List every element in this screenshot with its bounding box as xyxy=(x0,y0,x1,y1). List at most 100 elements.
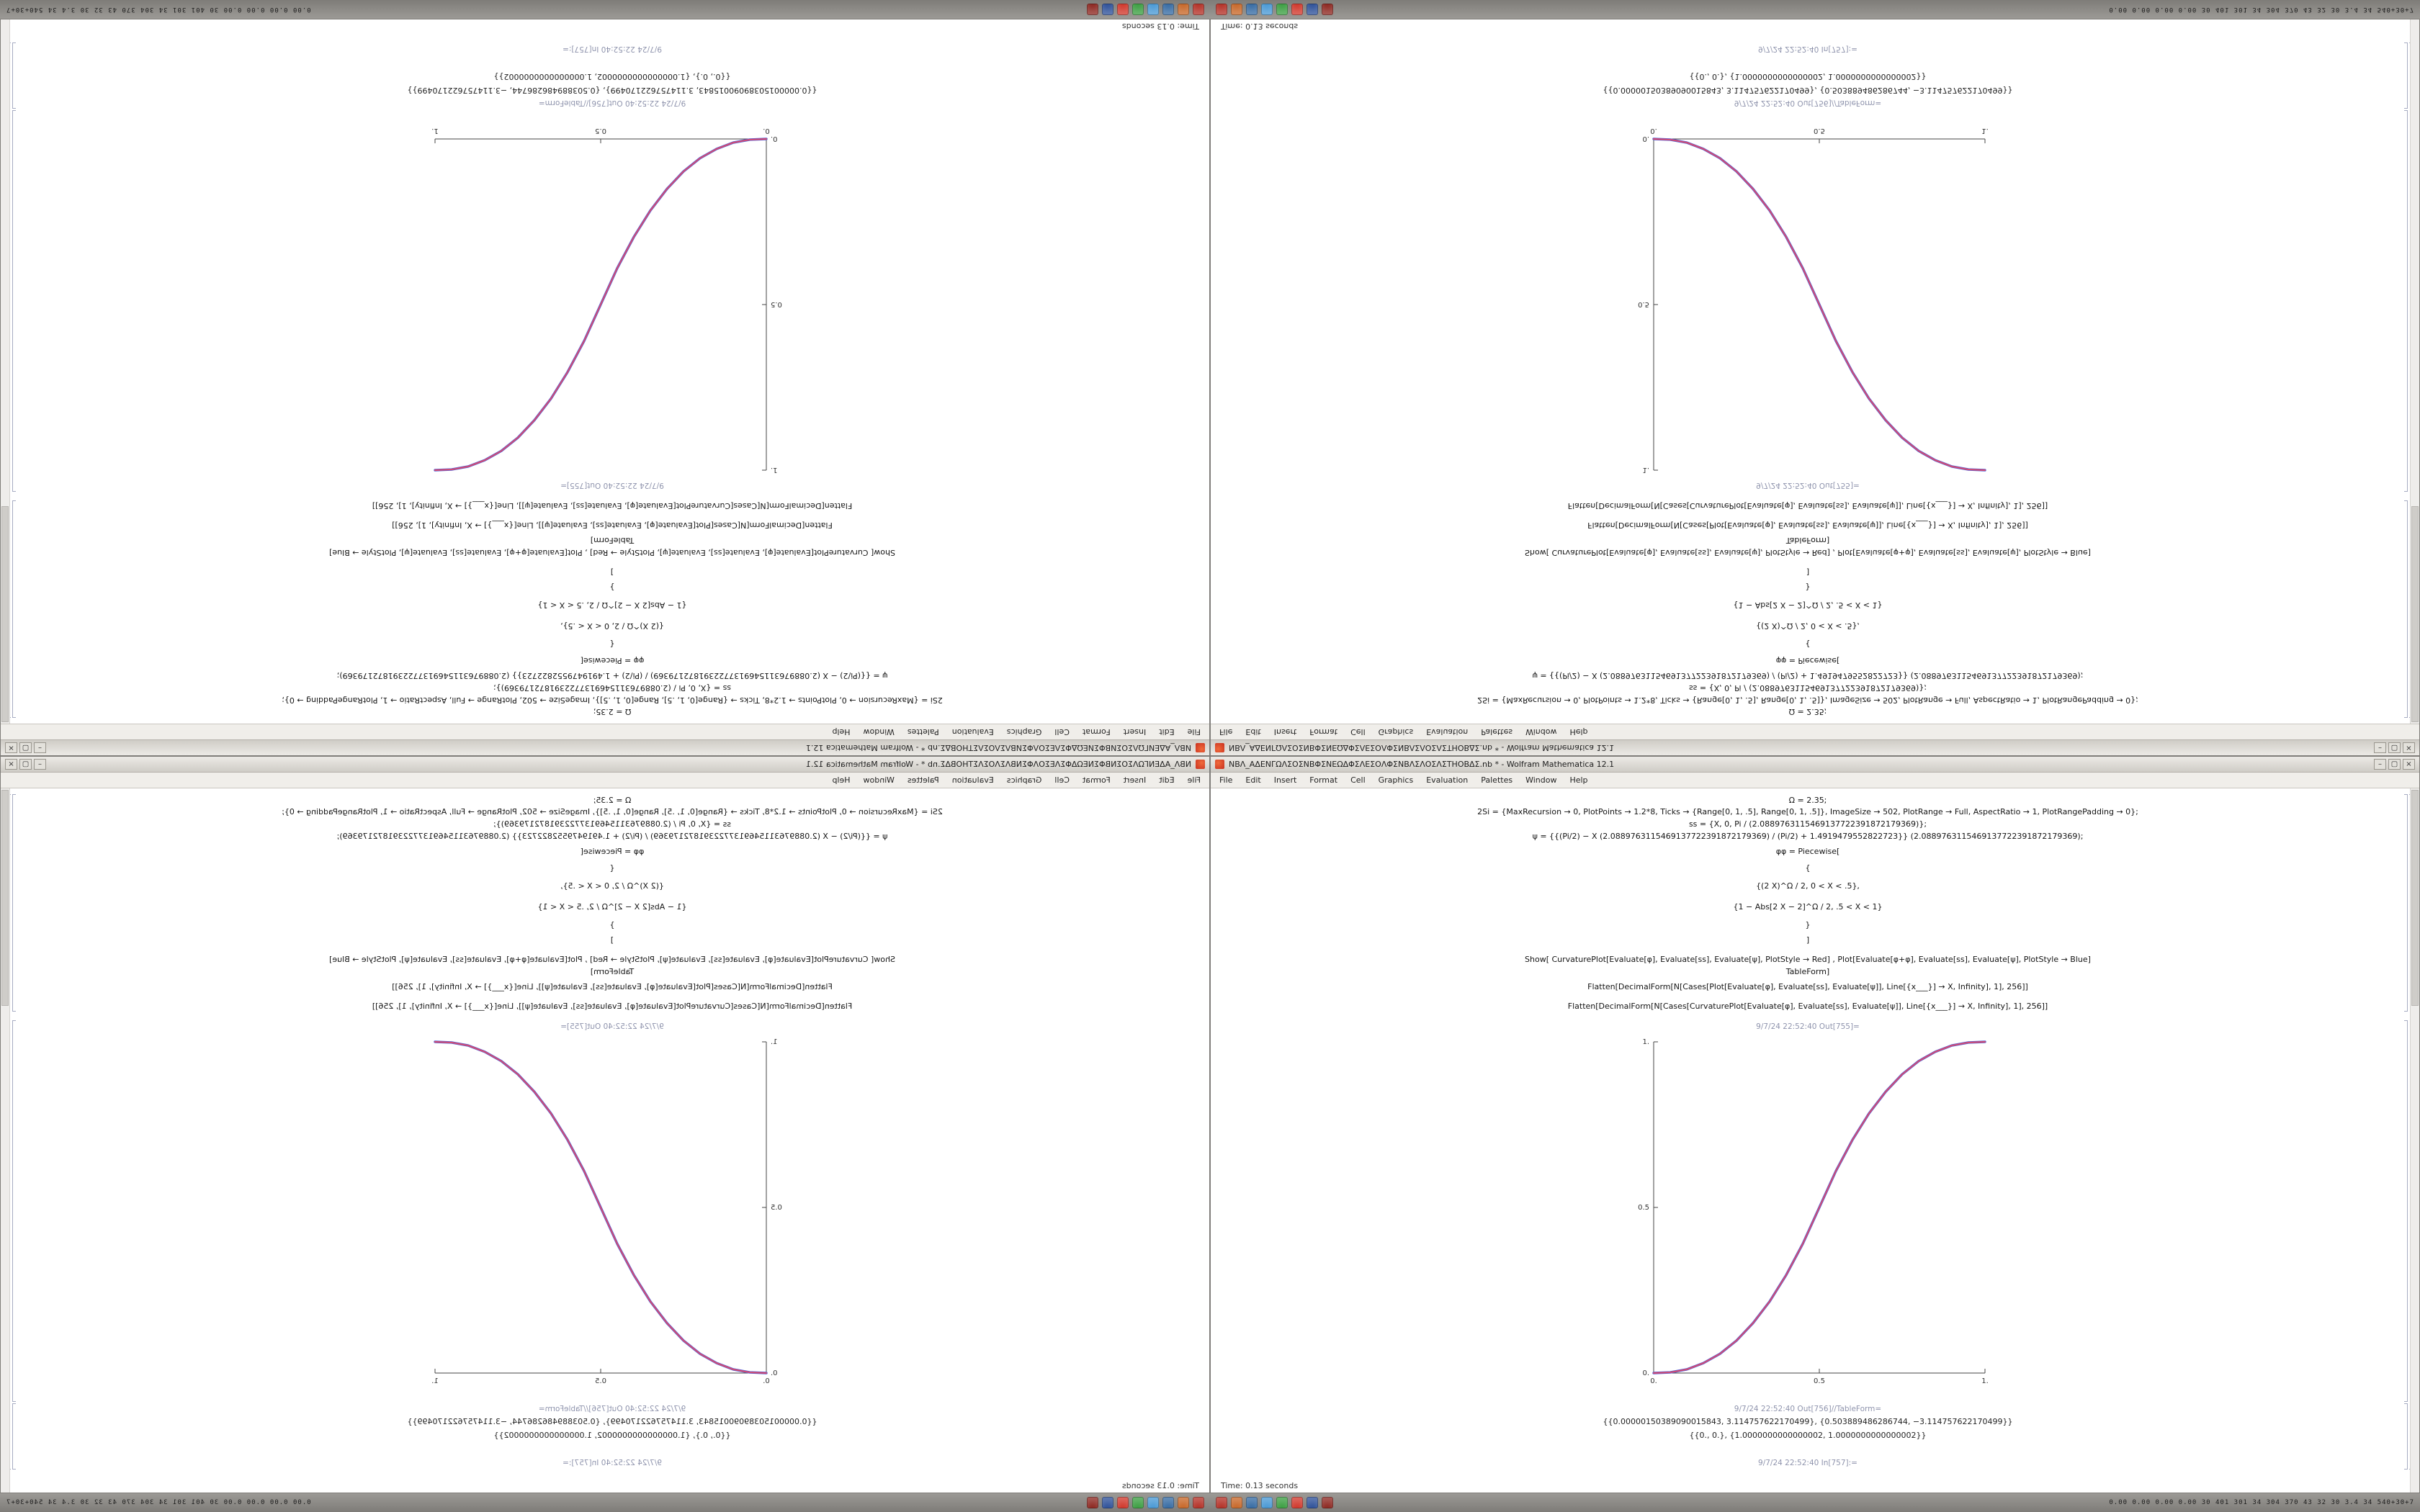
input-code-line[interactable]: ] xyxy=(1806,567,1810,577)
menu-window[interactable]: Window xyxy=(863,727,895,737)
menu-palettes[interactable]: Palettes xyxy=(1481,727,1513,737)
menu-evaluation[interactable]: Evaluation xyxy=(951,775,994,785)
taskbar-app-icon-blue[interactable] xyxy=(1162,4,1174,15)
input-code-line[interactable]: {(2 X)^Ω / 2, 0 < X < .5}, xyxy=(1756,621,1860,631)
window-titlebar[interactable]: ΝΒΛ_ΑΔΕΝΓΩΛΣΟΣΝΒΦΣΝΕΩΔΦΣΛΕΣΟΛΦΣΝΒΛΣΛΟΣΛΣ… xyxy=(1211,739,2419,755)
taskbar-app-icon-green[interactable] xyxy=(1132,4,1144,15)
taskbar-app-icon-lightblue[interactable] xyxy=(1261,4,1273,15)
window-titlebar[interactable]: ΝΒΛ_ΑΔΕΝΓΩΛΣΟΣΝΒΦΣΝΕΩΔΦΣΛΕΣΟΛΦΣΝΒΛΣΛΟΣΛΣ… xyxy=(1211,757,2419,773)
taskbar-app-icon-lightblue[interactable] xyxy=(1261,1497,1273,1508)
input-code-line[interactable]: Flatten[DecimalForm[N[Cases[CurvaturePlo… xyxy=(372,1002,853,1011)
input-code-line[interactable]: } xyxy=(1805,582,1811,592)
taskbar-app-icon-green[interactable] xyxy=(1276,1497,1288,1508)
input-code-line[interactable]: Show[ CurvaturePlot[Evaluate[φ], Evaluat… xyxy=(329,955,895,964)
menu-format[interactable]: Format xyxy=(1082,775,1111,785)
menu-insert[interactable]: Insert xyxy=(1273,727,1297,737)
input-code-line[interactable]: ψ = {{(Pi/2) − X (2.08897631154691377223… xyxy=(336,671,888,680)
window-titlebar[interactable]: ΝΒΛ_ΑΔΕΝΓΩΛΣΟΣΝΒΦΣΝΕΩΔΦΣΛΕΣΟΛΦΣΝΒΛΣΛΟΣΛΣ… xyxy=(1,757,1209,773)
input-code-line[interactable]: ] xyxy=(1806,935,1810,945)
cell-bracket[interactable] xyxy=(2404,500,2408,718)
taskbar-app-icon-blue[interactable] xyxy=(1162,1497,1174,1508)
menu-window[interactable]: Window xyxy=(1525,727,1557,737)
menu-insert[interactable]: Insert xyxy=(1123,727,1147,737)
menu-file[interactable]: File xyxy=(1219,727,1233,737)
menu-edit[interactable]: Edit xyxy=(1245,775,1261,785)
menu-help[interactable]: Help xyxy=(832,727,851,737)
menu-file[interactable]: File xyxy=(1187,775,1201,785)
cell-bracket[interactable] xyxy=(2404,1020,2408,1402)
menu-graphics[interactable]: Graphics xyxy=(1006,727,1042,737)
close-button[interactable]: × xyxy=(2403,759,2415,770)
taskbar-app-icon-green[interactable] xyxy=(1276,4,1288,15)
minimize-button[interactable]: – xyxy=(2374,742,2386,753)
input-code-line[interactable]: ψ = {{(Pi/2) − X (2.08897631154691377223… xyxy=(1532,671,2084,680)
input-code-line[interactable]: Ω = 2.35; xyxy=(593,796,632,805)
notebook-scrollbar[interactable] xyxy=(2410,788,2419,1493)
menu-evaluation[interactable]: Evaluation xyxy=(1426,727,1469,737)
input-code-line[interactable]: Show[ CurvaturePlot[Evaluate[φ], Evaluat… xyxy=(329,548,895,557)
input-code-line[interactable]: {1 − Abs[2 X − 2]^Ω / 2, .5 < X < 1} xyxy=(1733,600,1883,610)
input-code-line[interactable]: φφ = Piecewise[ xyxy=(580,847,645,856)
scrollbar-thumb[interactable] xyxy=(1,790,9,1006)
menu-graphics[interactable]: Graphics xyxy=(1378,727,1414,737)
input-code-line[interactable]: {1 − Abs[2 X − 2]^Ω / 2, .5 < X < 1} xyxy=(1733,902,1883,912)
menu-help[interactable]: Help xyxy=(832,775,851,785)
taskbar-app-icon-green[interactable] xyxy=(1132,1497,1144,1508)
menu-evaluation[interactable]: Evaluation xyxy=(1426,775,1469,785)
taskbar-app-icon-red[interactable] xyxy=(1193,4,1204,15)
maximize-button[interactable]: ▢ xyxy=(2388,759,2401,770)
input-code-line[interactable]: ss = {X, 0, Pi / (2.08897631154691377223… xyxy=(1688,819,1927,829)
menu-edit[interactable]: Edit xyxy=(1159,727,1175,737)
taskbar-app-icon-red[interactable] xyxy=(1193,1497,1204,1508)
input-code-line[interactable]: TableForm] xyxy=(1785,967,1830,976)
taskbar-mathematica-icon[interactable] xyxy=(1117,4,1129,15)
scrollbar-thumb[interactable] xyxy=(2411,506,2419,722)
input-code-line[interactable]: {(2 X)^Ω / 2, 0 < X < .5}, xyxy=(560,621,664,631)
taskbar-app-icon-navy[interactable] xyxy=(1307,4,1318,15)
input-code-line[interactable]: Flatten[DecimalForm[N[Cases[Plot[Evaluat… xyxy=(392,521,833,530)
taskbar-app-icon-orange[interactable] xyxy=(1231,4,1242,15)
taskbar-app-icon-lightblue[interactable] xyxy=(1147,4,1159,15)
notebook-scrollbar[interactable] xyxy=(1,788,10,1493)
cell-bracket[interactable] xyxy=(2404,110,2408,492)
taskbar-app-icon-blue[interactable] xyxy=(1246,1497,1258,1508)
input-code-line[interactable]: { xyxy=(1805,639,1811,649)
input-code-line[interactable]: } xyxy=(609,582,615,592)
input-code-line[interactable]: { xyxy=(609,639,615,649)
menu-cell[interactable]: Cell xyxy=(1054,775,1070,785)
scrollbar-thumb[interactable] xyxy=(2411,790,2419,1006)
menu-window[interactable]: Window xyxy=(863,775,895,785)
cell-bracket[interactable] xyxy=(12,1020,16,1402)
input-code-line[interactable]: Flatten[DecimalForm[N[Cases[Plot[Evaluat… xyxy=(1587,982,2028,991)
menu-window[interactable]: Window xyxy=(1525,775,1557,785)
menu-edit[interactable]: Edit xyxy=(1245,727,1261,737)
cell-bracket[interactable] xyxy=(12,42,16,109)
menu-insert[interactable]: Insert xyxy=(1273,775,1297,785)
input-code-line[interactable]: ] xyxy=(610,935,614,945)
menu-palettes[interactable]: Palettes xyxy=(907,775,939,785)
input-code-line[interactable]: Flatten[DecimalForm[N[Cases[CurvaturePlo… xyxy=(372,501,853,510)
taskbar-app-icon-orange[interactable] xyxy=(1178,1497,1189,1508)
menu-cell[interactable]: Cell xyxy=(1054,727,1070,737)
taskbar-app-icon-navy[interactable] xyxy=(1102,1497,1113,1508)
taskbar-mathematica-icon[interactable] xyxy=(1117,1497,1129,1508)
input-code-line[interactable]: Ω = 2.35; xyxy=(593,707,632,716)
taskbar-mathematica-icon[interactable] xyxy=(1291,4,1303,15)
input-code-line[interactable]: 2Si = {MaxRecursion → 0, PlotPoints → 1.… xyxy=(1477,807,2138,816)
input-code-line[interactable]: φφ = Piecewise[ xyxy=(1775,656,1840,665)
taskbar-app-icon-darkred[interactable] xyxy=(1322,1497,1333,1508)
input-code-line[interactable]: TableForm] xyxy=(1785,536,1830,545)
input-code-line[interactable]: ss = {X, 0, Pi / (2.08897631154691377223… xyxy=(1688,683,1927,693)
menu-format[interactable]: Format xyxy=(1082,727,1111,737)
input-code-line[interactable]: TableForm] xyxy=(590,967,635,976)
menu-edit[interactable]: Edit xyxy=(1159,775,1175,785)
input-code-line[interactable]: ] xyxy=(610,567,614,577)
close-button[interactable]: × xyxy=(2403,742,2415,753)
input-code-line[interactable]: {1 − Abs[2 X − 2]^Ω / 2, .5 < X < 1} xyxy=(537,902,687,912)
notebook-scrollbar[interactable] xyxy=(1,19,10,724)
input-code-line[interactable]: Flatten[DecimalForm[N[Cases[Plot[Evaluat… xyxy=(392,982,833,991)
input-code-line[interactable]: {(2 X)^Ω / 2, 0 < X < .5}, xyxy=(560,881,664,891)
menu-help[interactable]: Help xyxy=(1569,775,1588,785)
input-code-line[interactable]: Show[ CurvaturePlot[Evaluate[φ], Evaluat… xyxy=(1525,955,2091,964)
input-code-line[interactable]: φφ = Piecewise[ xyxy=(1775,847,1840,856)
